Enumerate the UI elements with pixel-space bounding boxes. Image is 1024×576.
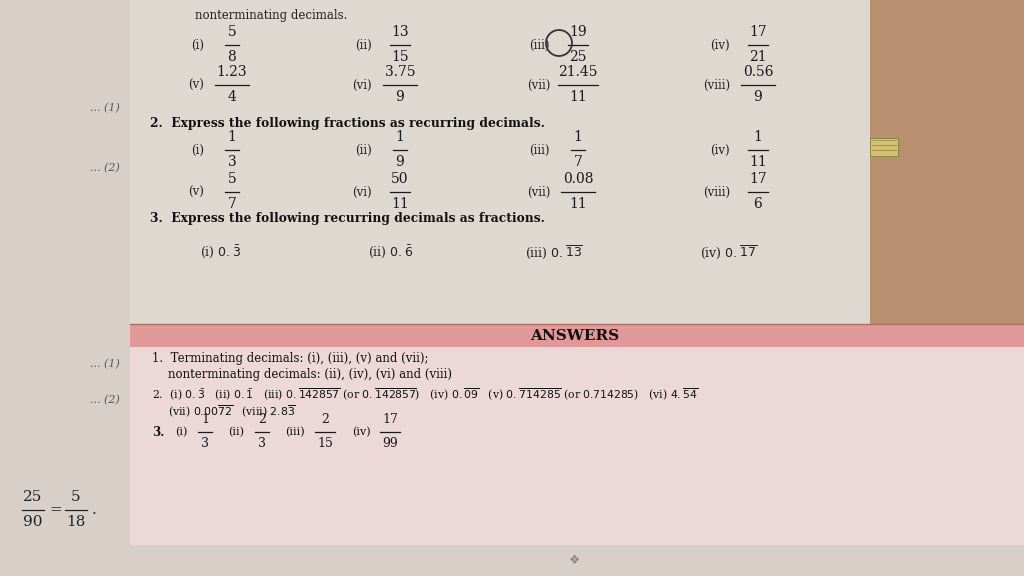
Text: (iv): (iv) [711, 143, 730, 157]
Text: =: = [49, 503, 62, 517]
Text: 2.  (i) $0.\bar{3}$   (ii) $0.\bar{1}$   (iii) $0.\overline{142857}$ (or $0.\ove: 2. (i) $0.\bar{3}$ (ii) $0.\bar{1}$ (iii… [152, 387, 698, 403]
Text: (ii): (ii) [228, 427, 244, 437]
Text: 25: 25 [569, 50, 587, 64]
Text: 1: 1 [201, 413, 209, 426]
Text: (i): (i) [175, 427, 187, 437]
Text: 15: 15 [317, 437, 333, 450]
Bar [130, 0, 870, 340]
Text: (v): (v) [188, 185, 204, 199]
Text: 21: 21 [750, 50, 767, 64]
Text: (iv): (iv) [352, 427, 371, 437]
Text: 50: 50 [391, 172, 409, 186]
Text: .: . [92, 503, 96, 517]
Text: ANSWERS: ANSWERS [530, 329, 620, 343]
Text: (iii): (iii) [529, 143, 550, 157]
Text: ... (1): ... (1) [90, 359, 120, 369]
Text: 9: 9 [395, 90, 404, 104]
Text: 11: 11 [391, 197, 409, 211]
Text: 90: 90 [24, 515, 43, 529]
Text: (vii): (vii) [526, 185, 550, 199]
Text: (ii): (ii) [355, 143, 372, 157]
Bar [130, 325, 1024, 347]
Text: 18: 18 [67, 515, 86, 529]
Text: (vii): (vii) [526, 78, 550, 92]
Text: (vi): (vi) [352, 185, 372, 199]
Text: 3.75: 3.75 [385, 65, 416, 79]
Text: (iii): (iii) [529, 39, 550, 51]
Text: 21.45: 21.45 [558, 65, 598, 79]
Text: 1: 1 [573, 130, 583, 144]
Text: 3.: 3. [152, 426, 165, 438]
Text: ... (2): ... (2) [90, 163, 120, 173]
Text: (viii): (viii) [702, 78, 730, 92]
Text: (ii) $0.\bar{6}$: (ii) $0.\bar{6}$ [368, 244, 414, 260]
Bar [0, 0, 130, 576]
Text: 4: 4 [227, 90, 237, 104]
Text: 5: 5 [227, 172, 237, 186]
Text: ... (2): ... (2) [90, 395, 120, 405]
Text: 3: 3 [201, 437, 209, 450]
Text: 8: 8 [227, 50, 237, 64]
Text: 11: 11 [569, 90, 587, 104]
Text: ... (1): ... (1) [90, 103, 120, 113]
Text: 9: 9 [395, 155, 404, 169]
Text: (i) $0.\bar{3}$: (i) $0.\bar{3}$ [200, 244, 241, 260]
Text: 1: 1 [227, 130, 237, 144]
Text: (iv) $0.\overline{17}$: (iv) $0.\overline{17}$ [700, 244, 757, 260]
Text: (viii): (viii) [702, 185, 730, 199]
Text: 13: 13 [391, 25, 409, 39]
Text: 9: 9 [754, 90, 763, 104]
Text: nonterminating decimals: (ii), (iv), (vi) and (viii): nonterminating decimals: (ii), (iv), (vi… [168, 368, 452, 381]
Text: 5: 5 [72, 490, 81, 504]
Text: 5: 5 [227, 25, 237, 39]
Bar [130, 325, 1024, 545]
Text: 0.08: 0.08 [563, 172, 593, 186]
Text: 2: 2 [258, 413, 266, 426]
Text: 1.  Terminating decimals: (i), (iii), (v) and (vii);: 1. Terminating decimals: (i), (iii), (v)… [152, 352, 428, 365]
Text: (i): (i) [191, 143, 204, 157]
Text: 1: 1 [395, 130, 404, 144]
Text: 11: 11 [750, 155, 767, 169]
Text: (ii): (ii) [355, 39, 372, 51]
Text: (iii) $0.\overline{13}$: (iii) $0.\overline{13}$ [525, 244, 583, 260]
Bar [130, 545, 1024, 576]
Text: (iv): (iv) [711, 39, 730, 51]
Text: (vii) $0.00\overline{72}$   (viii) $2.8\overline{3}$: (vii) $0.00\overline{72}$ (viii) $2.8\ov… [168, 404, 296, 420]
Text: ❖: ❖ [569, 554, 581, 567]
Text: 7: 7 [573, 155, 583, 169]
Text: (vi): (vi) [352, 78, 372, 92]
Text: 11: 11 [569, 197, 587, 211]
Text: 3: 3 [227, 155, 237, 169]
Text: 17: 17 [750, 172, 767, 186]
Text: 7: 7 [227, 197, 237, 211]
Text: 1.23: 1.23 [217, 65, 248, 79]
Bar [870, 0, 1024, 340]
Text: 1: 1 [754, 130, 763, 144]
Text: 3: 3 [258, 437, 266, 450]
Text: 25: 25 [24, 490, 43, 504]
Text: 99: 99 [382, 437, 398, 450]
Bar [870, 138, 898, 156]
Text: 19: 19 [569, 25, 587, 39]
Text: 17: 17 [382, 413, 398, 426]
Text: (iii): (iii) [285, 427, 304, 437]
Text: 15: 15 [391, 50, 409, 64]
Text: (v): (v) [188, 78, 204, 92]
Text: 17: 17 [750, 25, 767, 39]
Text: nonterminating decimals.: nonterminating decimals. [195, 9, 347, 22]
Text: 2.  Express the following fractions as recurring decimals.: 2. Express the following fractions as re… [150, 117, 545, 130]
Text: 6: 6 [754, 197, 763, 211]
Text: (i): (i) [191, 39, 204, 51]
Text: 2: 2 [322, 413, 329, 426]
Text: 3.  Express the following recurring decimals as fractions.: 3. Express the following recurring decim… [150, 212, 545, 225]
Text: 0.56: 0.56 [742, 65, 773, 79]
